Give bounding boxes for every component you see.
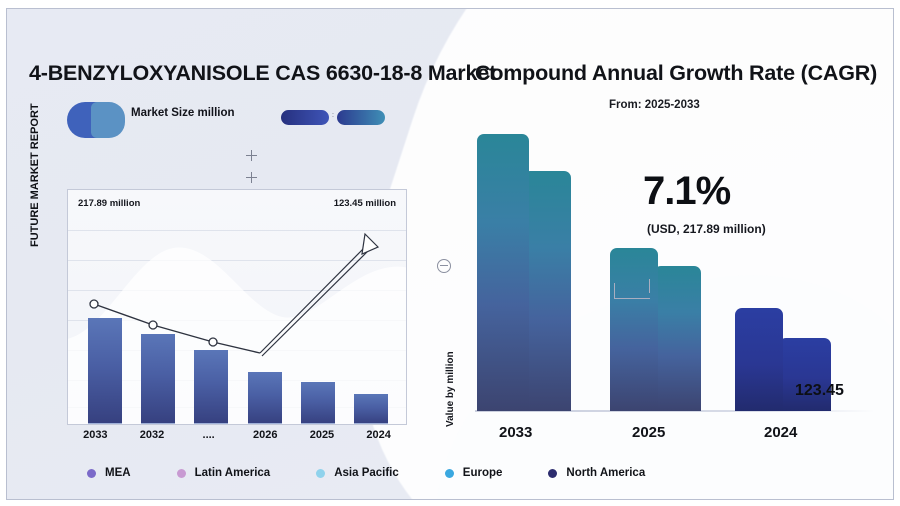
page-title-right: Compound Annual Growth Rate (CAGR)	[475, 61, 878, 85]
legend-dot-icon	[548, 468, 558, 478]
x-tick-ellipsis: ....	[202, 429, 215, 441]
market-size-legend-label: Market Size million	[131, 107, 235, 119]
left-chart-start-value: 217.89 million	[78, 198, 141, 209]
legend-label: Latin America	[194, 467, 271, 479]
x-tick-2033: 2033	[83, 429, 108, 441]
cagr-usd-note: (USD, 217.89 million)	[647, 222, 766, 236]
left-chart-endpoint-labels: 217.89 million 123.45 million	[68, 198, 406, 209]
right-x-tick-2033: 2033	[499, 424, 533, 441]
legend-item-mea[interactable]: MEA	[87, 467, 131, 479]
right-chart-baseline	[475, 410, 875, 412]
plus-icon	[246, 150, 257, 161]
legend-item-europe[interactable]: Europe	[444, 467, 503, 479]
region-legend: MEA Latin America Asia Pacific Europe No…	[87, 467, 645, 479]
subtitle-date-range: From: 2025-2033	[609, 99, 700, 111]
bar-2026	[247, 372, 282, 424]
market-size-shape-icon	[67, 102, 125, 138]
left-chart-end-value: 123.45 million	[333, 198, 396, 209]
callout-bracket	[614, 279, 650, 299]
right-x-tick-2024: 2024	[764, 424, 798, 441]
legend-label: MEA	[105, 467, 131, 479]
bar-2032	[140, 334, 175, 424]
legend-pill-separator: :	[332, 112, 334, 119]
bar-dots	[194, 350, 229, 424]
legend-item-asia-pacific[interactable]: Asia Pacific	[316, 467, 399, 479]
legend-item-north-america[interactable]: North America	[548, 467, 645, 479]
legend-pill-primary	[281, 110, 329, 125]
legend-pill-secondary	[337, 110, 385, 125]
page-title-left: 4-BENZYLOXYANISOLE CAS 6630-18-8 Market	[29, 61, 496, 85]
right-bar-2024-front	[735, 308, 783, 411]
right-bar-2025-back	[654, 266, 701, 411]
bar-2024	[354, 394, 389, 424]
cagr-value: 7.1%	[643, 169, 731, 213]
legend-dot-icon	[316, 468, 326, 478]
legend-item-latin-america[interactable]: Latin America	[176, 467, 271, 479]
growth-arrow-icon	[259, 232, 380, 357]
right-bar-2033-front	[477, 134, 529, 411]
legend-dot-icon	[444, 468, 454, 478]
left-chart-plot-area: 217.89 million 123.45 million	[67, 189, 407, 425]
x-tick-2024: 2024	[366, 429, 391, 441]
right-chart-end-value: 123.45	[795, 382, 844, 399]
left-chart-x-axis: 2033 2032 .... 2026 2025 2024	[67, 429, 407, 441]
left-chart-trend-line	[89, 232, 380, 357]
left-chart-bars	[78, 190, 398, 424]
right-x-tick-2025: 2025	[632, 424, 666, 441]
circle-minus-icon	[437, 259, 451, 273]
x-tick-2026: 2026	[253, 429, 278, 441]
right-bar-2033-back	[523, 171, 571, 411]
left-chart-y-axis-label-right: Value by million	[445, 351, 456, 427]
legend-label: Europe	[462, 467, 503, 479]
infographic-panel: 4-BENZYLOXYANISOLE CAS 6630-18-8 Market …	[6, 8, 894, 500]
bar-2025	[300, 382, 335, 424]
left-chart-y-axis-label: FUTURE MARKET REPORT	[29, 103, 41, 247]
legend-dot-icon	[87, 468, 96, 478]
right-bar-2024-back	[779, 338, 831, 411]
right-bar-2025-front	[610, 248, 658, 411]
bar-2033	[87, 318, 122, 424]
legend-label: Asia Pacific	[334, 467, 399, 479]
legend-label: North America	[566, 467, 646, 479]
plus-icon	[246, 172, 257, 183]
legend-dot-icon	[176, 468, 186, 478]
x-tick-2025: 2025	[309, 429, 335, 441]
x-tick-2032: 2032	[139, 429, 165, 441]
